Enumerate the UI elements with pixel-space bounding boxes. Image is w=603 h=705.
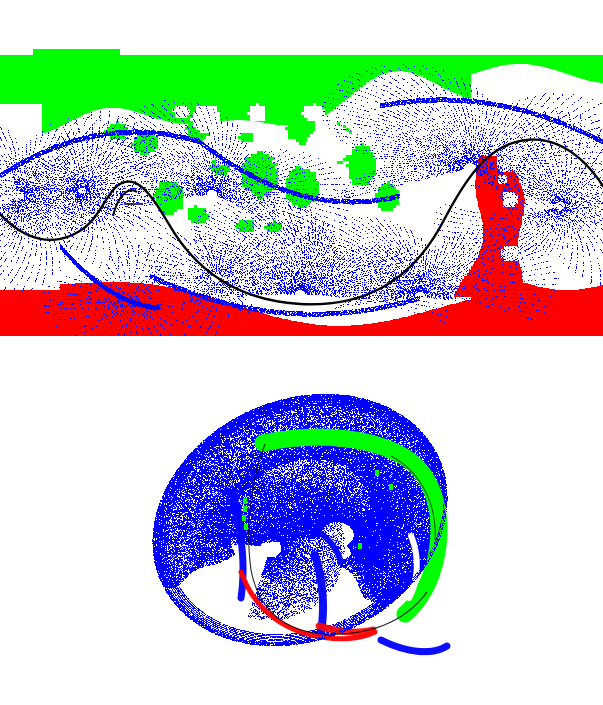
globe-projection-plot xyxy=(75,340,525,705)
equirectangular-map-panel xyxy=(0,46,603,336)
map-projection-plot xyxy=(0,46,603,336)
orthographic-globe-panel xyxy=(75,340,525,705)
